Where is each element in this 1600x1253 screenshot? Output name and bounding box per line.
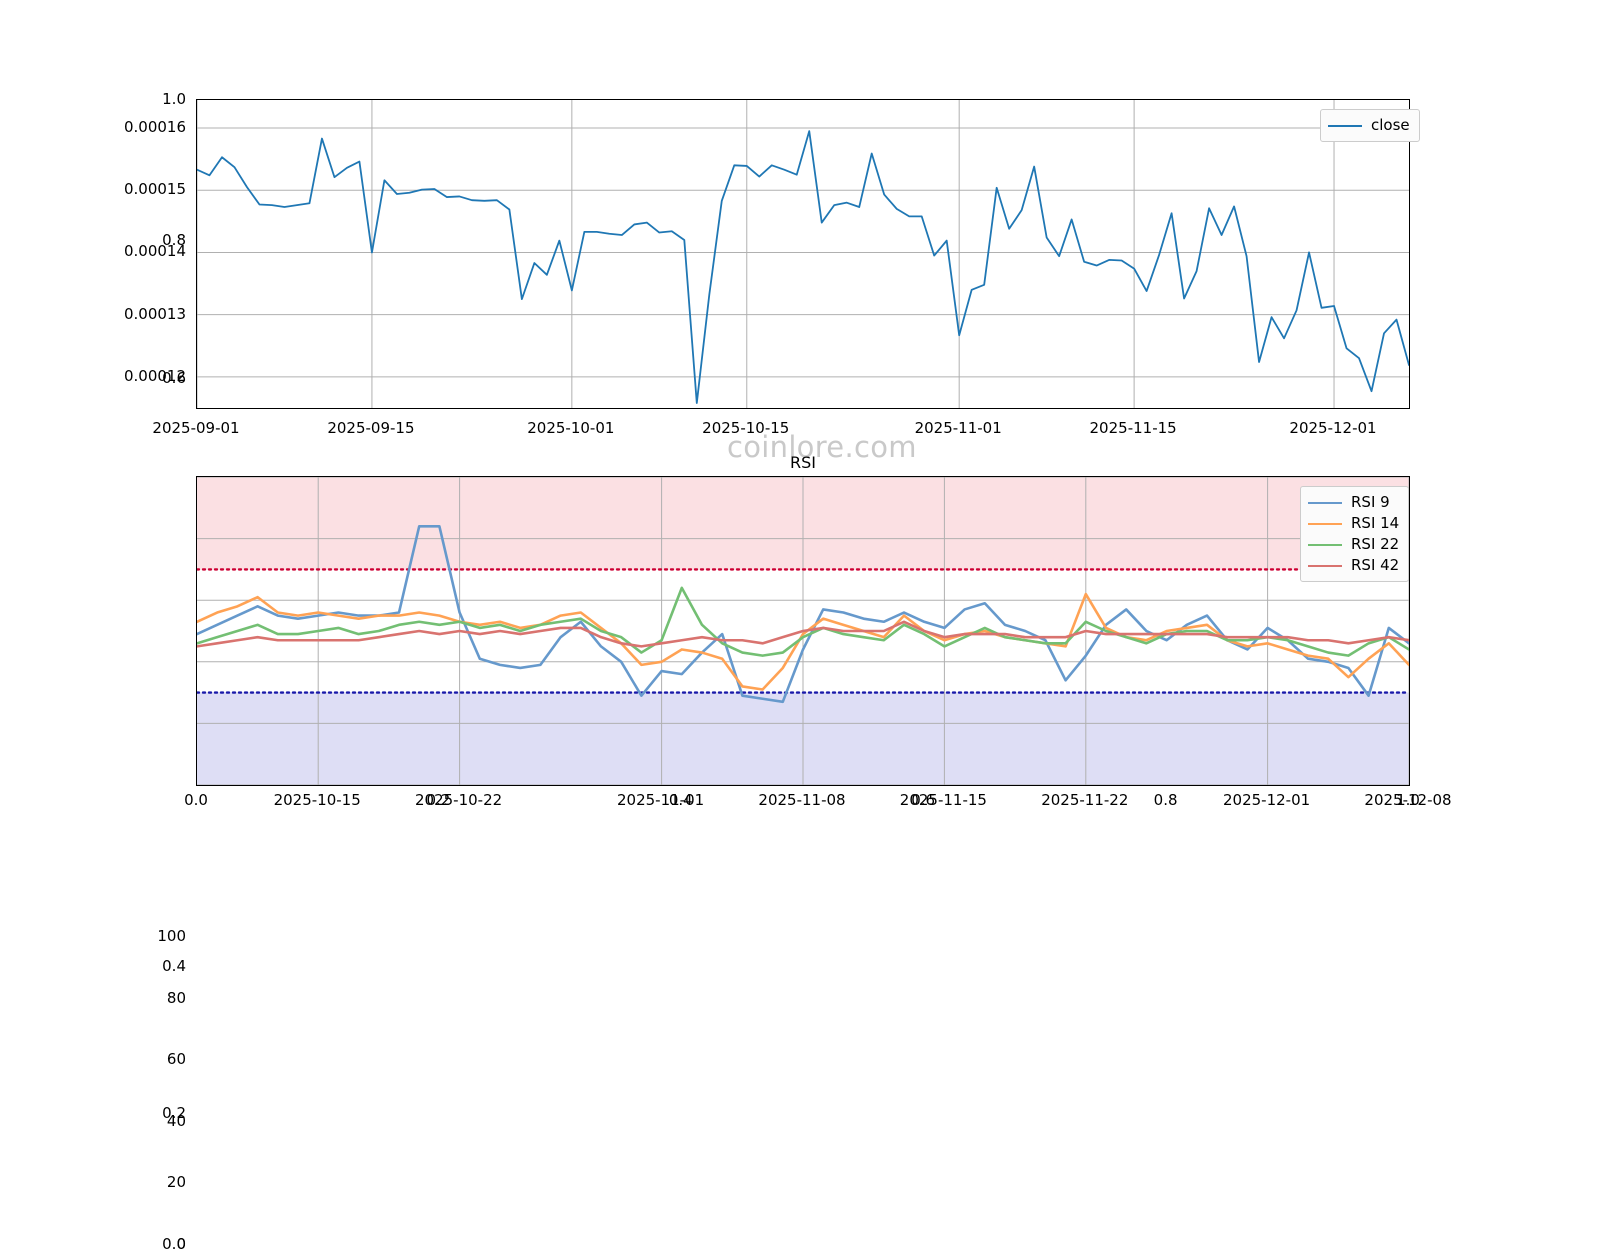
price-x-tick-4: 2025-11-01 bbox=[914, 419, 1002, 437]
price-y2-tick-1: 0.8 bbox=[162, 231, 186, 249]
legend-line-swatch bbox=[1308, 564, 1342, 567]
rsi-y-tick-2: 60 bbox=[166, 1050, 186, 1069]
rsi-x2-tick-0: 0.0 bbox=[184, 791, 208, 809]
rsi-y-tick-4: 20 bbox=[166, 1173, 186, 1192]
legend-label: close bbox=[1371, 116, 1410, 134]
price-plot-area bbox=[196, 99, 1410, 409]
rsi-plot-area bbox=[196, 476, 1410, 786]
rsi-y2-tick-0: 0.4 bbox=[162, 957, 186, 975]
rsi-x2-tick-2: 0.4 bbox=[668, 791, 693, 809]
price-x-tick-2: 2025-10-01 bbox=[527, 419, 615, 437]
rsi-title: RSI bbox=[790, 453, 816, 472]
legend-label: RSI 14 bbox=[1351, 514, 1400, 532]
rsi-y2-tick-2: 0.0 bbox=[162, 1235, 186, 1253]
rsi-x-tick-1: 2025-10-22 bbox=[415, 791, 503, 809]
rsi-x2-tick-1: 0.2 bbox=[426, 791, 451, 809]
price-y2-tick-0: 1.0 bbox=[162, 90, 186, 108]
price-line-chart bbox=[197, 100, 1409, 408]
rsi-legend-item[interactable]: RSI 14 bbox=[1308, 513, 1399, 534]
price-legend-item[interactable]: close bbox=[1328, 115, 1410, 136]
rsi-x-tick-2: 2025-11-01 bbox=[617, 791, 705, 809]
rsi-legend-item[interactable]: RSI 22 bbox=[1308, 534, 1399, 555]
rsi-x2-tick-5: 1.0 bbox=[1396, 791, 1420, 809]
price-legend: close bbox=[1320, 109, 1420, 142]
rsi-x2-tick-4: 0.8 bbox=[1153, 791, 1178, 809]
price-x-tick-5: 2025-11-15 bbox=[1089, 419, 1177, 437]
price-y2-tick-2: 0.6 bbox=[162, 369, 186, 387]
rsi-x-tick-4: 2025-11-15 bbox=[899, 791, 987, 809]
price-y-tick-1: 0.00015 bbox=[123, 180, 186, 199]
rsi-x-tick-5: 2025-11-22 bbox=[1041, 791, 1129, 809]
rsi-panel: 100 80 60 40 20 0 0.4 0.2 0.0 2025-10-15 2025-10… bbox=[0, 460, 1600, 1253]
price-y-tick-2: 0.00014 bbox=[123, 242, 186, 261]
legend-label: RSI 42 bbox=[1351, 556, 1400, 574]
rsi-y-tick-1: 80 bbox=[166, 988, 186, 1007]
rsi-x-tick-3: 2025-11-08 bbox=[758, 791, 846, 809]
rsi-y2-tick-1: 0.2 bbox=[162, 1104, 186, 1122]
price-x-tick-1: 2025-09-15 bbox=[327, 419, 415, 437]
price-x-tick-6: 2025-12-01 bbox=[1289, 419, 1377, 437]
rsi-x-tick-0: 2025-10-15 bbox=[273, 791, 361, 809]
price-y-tick-4: 0.00012 bbox=[123, 366, 186, 385]
rsi-x-tick-7: 2025-12-08 bbox=[1364, 791, 1452, 809]
rsi-legend: RSI 9 RSI 14 RSI 22 RSI 42 bbox=[1300, 486, 1410, 582]
price-y-tick-0: 0.00016 bbox=[123, 118, 186, 136]
rsi-legend-item[interactable]: RSI 9 bbox=[1308, 492, 1399, 513]
rsi-x2-tick-3: 0.6 bbox=[911, 791, 936, 809]
watermark: coinlore.com bbox=[727, 430, 917, 464]
price-y-tick-3: 0.00013 bbox=[123, 304, 186, 323]
rsi-legend-item[interactable]: RSI 42 bbox=[1308, 555, 1399, 576]
rsi-y-tick-0: 100 bbox=[157, 927, 186, 945]
rsi-line-chart bbox=[197, 477, 1409, 785]
price-panel: 0.00016 0.00015 0.00014 0.00013 0.00012 1.0 0… bbox=[0, 0, 1600, 460]
legend-label: RSI 9 bbox=[1351, 493, 1390, 511]
price-x-tick-0: 2025-09-01 bbox=[152, 419, 240, 437]
legend-line-swatch bbox=[1308, 543, 1342, 546]
price-x-tick-3: 2025-10-15 bbox=[702, 419, 790, 437]
legend-line-swatch bbox=[1308, 501, 1342, 504]
legend-line-swatch bbox=[1328, 124, 1362, 127]
rsi-x-tick-6: 2025-12-01 bbox=[1223, 791, 1311, 809]
legend-line-swatch bbox=[1308, 522, 1342, 525]
legend-label: RSI 22 bbox=[1351, 535, 1400, 553]
